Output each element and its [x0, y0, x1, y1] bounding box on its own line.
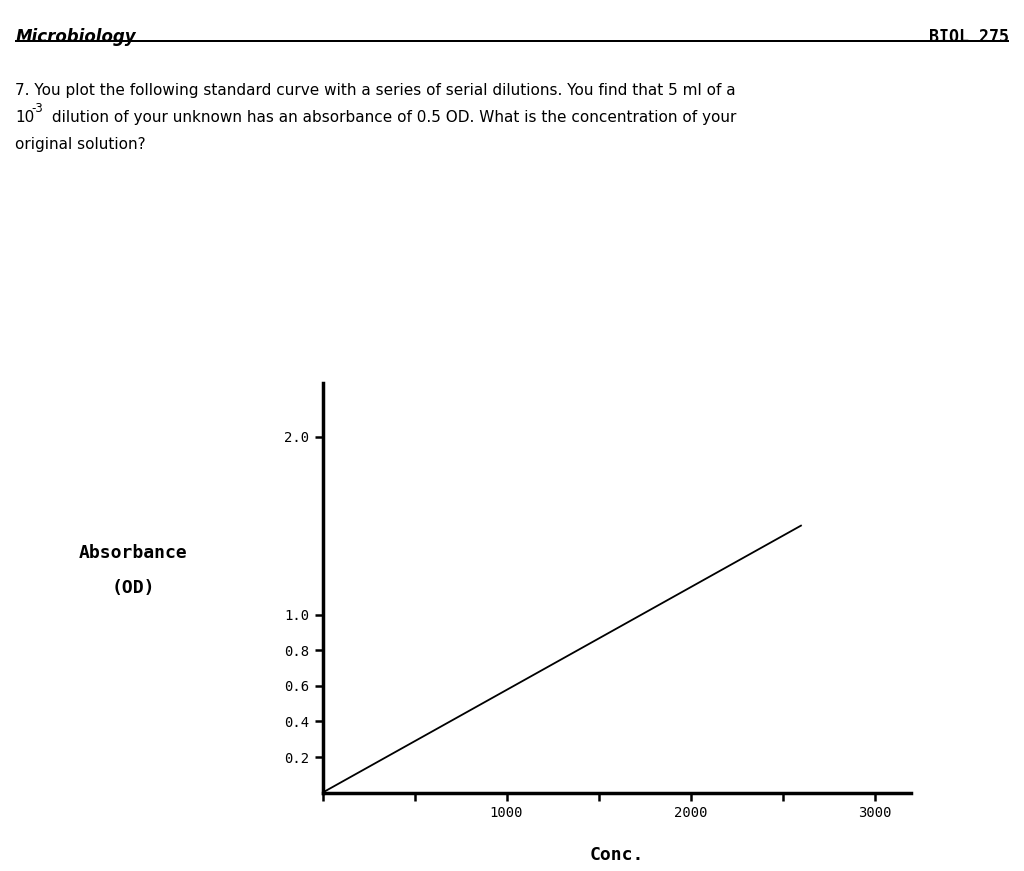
Text: Absorbance: Absorbance: [79, 544, 187, 562]
Text: 7. You plot the following standard curve with a series of serial dilutions. You : 7. You plot the following standard curve…: [15, 83, 736, 98]
Text: 10: 10: [15, 110, 35, 125]
Text: (OD): (OD): [112, 579, 155, 597]
Text: Conc.: Conc.: [590, 846, 644, 864]
Text: -3: -3: [31, 102, 43, 115]
Text: original solution?: original solution?: [15, 137, 146, 152]
Text: BIOL 275: BIOL 275: [929, 28, 1009, 46]
Text: Microbiology: Microbiology: [15, 28, 136, 46]
Text: dilution of your unknown has an absorbance of 0.5 OD. What is the concentration : dilution of your unknown has an absorban…: [47, 110, 736, 125]
